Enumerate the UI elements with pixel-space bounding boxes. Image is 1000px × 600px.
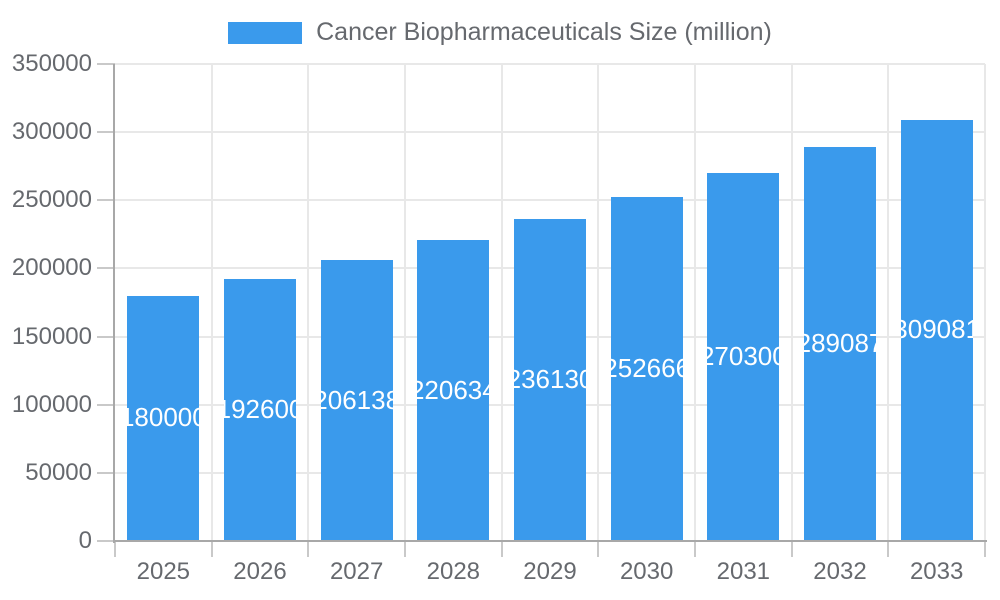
y-axis-label: 200000 <box>11 254 92 282</box>
legend-swatch <box>228 21 303 44</box>
x-axis-label: 2028 <box>426 558 481 585</box>
legend-label: Cancer Biopharmaceuticals Size (million) <box>316 18 772 46</box>
x-axis-tick <box>114 541 116 557</box>
y-gridline <box>115 63 985 65</box>
y-axis-tick <box>97 540 115 542</box>
x-gridline <box>307 64 310 541</box>
y-axis-label: 50000 <box>25 458 92 486</box>
bar-2033[interactable]: 309081 <box>900 119 973 540</box>
bar-value-label: 236130 <box>514 364 586 395</box>
y-axis-tick <box>97 131 115 134</box>
x-axis-line <box>113 540 987 542</box>
x-gridline <box>597 64 600 541</box>
bar-2032[interactable]: 289087 <box>804 147 876 540</box>
y-axis-label: 0 <box>78 527 92 554</box>
x-axis-label: 2033 <box>909 558 964 585</box>
bar-value-label: 180000 <box>127 402 199 433</box>
x-axis-label: 2031 <box>716 558 771 585</box>
x-axis-tick <box>597 541 600 557</box>
y-axis-tick <box>97 335 115 338</box>
y-axis-label: 100000 <box>11 390 92 418</box>
y-axis-tick <box>97 471 115 474</box>
x-gridline <box>887 64 890 541</box>
x-axis-tick <box>500 541 503 557</box>
bar-2026[interactable]: 192600 <box>224 278 296 540</box>
y-axis-label: 250000 <box>11 186 92 214</box>
bar-2029[interactable]: 236130 <box>514 219 586 540</box>
bar-value-label: 206138 <box>321 384 393 415</box>
y-axis-tick <box>97 199 115 202</box>
x-axis-label: 2032 <box>813 558 867 585</box>
bar-value-label: 270300 <box>707 340 779 371</box>
legend[interactable]: Cancer Biopharmaceuticals Size (million) <box>0 18 1000 47</box>
y-gridline <box>115 199 985 202</box>
bar-2025[interactable]: 180000 <box>127 295 200 540</box>
x-gridline <box>790 64 793 541</box>
y-gridline <box>115 131 985 134</box>
bar-value-label: 252666 <box>611 352 683 383</box>
bar-2030[interactable]: 252666 <box>610 196 683 540</box>
x-axis-label: 2029 <box>523 558 577 585</box>
y-axis-label: 150000 <box>11 322 92 350</box>
x-axis-tick <box>887 541 890 557</box>
x-axis-label: 2030 <box>619 558 674 585</box>
x-axis-tick <box>694 541 696 557</box>
x-axis-tick <box>307 541 310 557</box>
bar-2028[interactable]: 220634 <box>417 240 490 540</box>
x-axis-tick <box>984 541 986 557</box>
x-gridline <box>500 64 503 541</box>
y-axis-tick <box>97 403 115 406</box>
bar-value-label: 220634 <box>417 374 489 405</box>
y-axis-line <box>113 64 115 543</box>
y-axis-tick <box>97 267 115 270</box>
x-axis-tick <box>404 541 406 557</box>
x-axis-label: 2026 <box>233 558 287 585</box>
y-axis-label: 300000 <box>11 118 92 146</box>
y-axis-tick <box>97 63 115 65</box>
bar-value-label: 289087 <box>804 328 876 358</box>
bar-value-label: 309081 <box>901 314 973 345</box>
bar-2027[interactable]: 206138 <box>320 260 393 540</box>
x-gridline <box>210 64 213 541</box>
x-gridline <box>984 64 986 541</box>
bar-2031[interactable]: 270300 <box>707 172 780 540</box>
x-axis-tick <box>210 541 213 557</box>
x-axis-label: 2027 <box>329 558 384 585</box>
x-axis-label: 2025 <box>136 558 191 585</box>
x-axis-tick <box>790 541 793 557</box>
y-axis-label: 350000 <box>11 50 92 77</box>
x-gridline <box>694 64 696 541</box>
bar-value-label: 192600 <box>224 393 296 424</box>
x-gridline <box>404 64 406 541</box>
